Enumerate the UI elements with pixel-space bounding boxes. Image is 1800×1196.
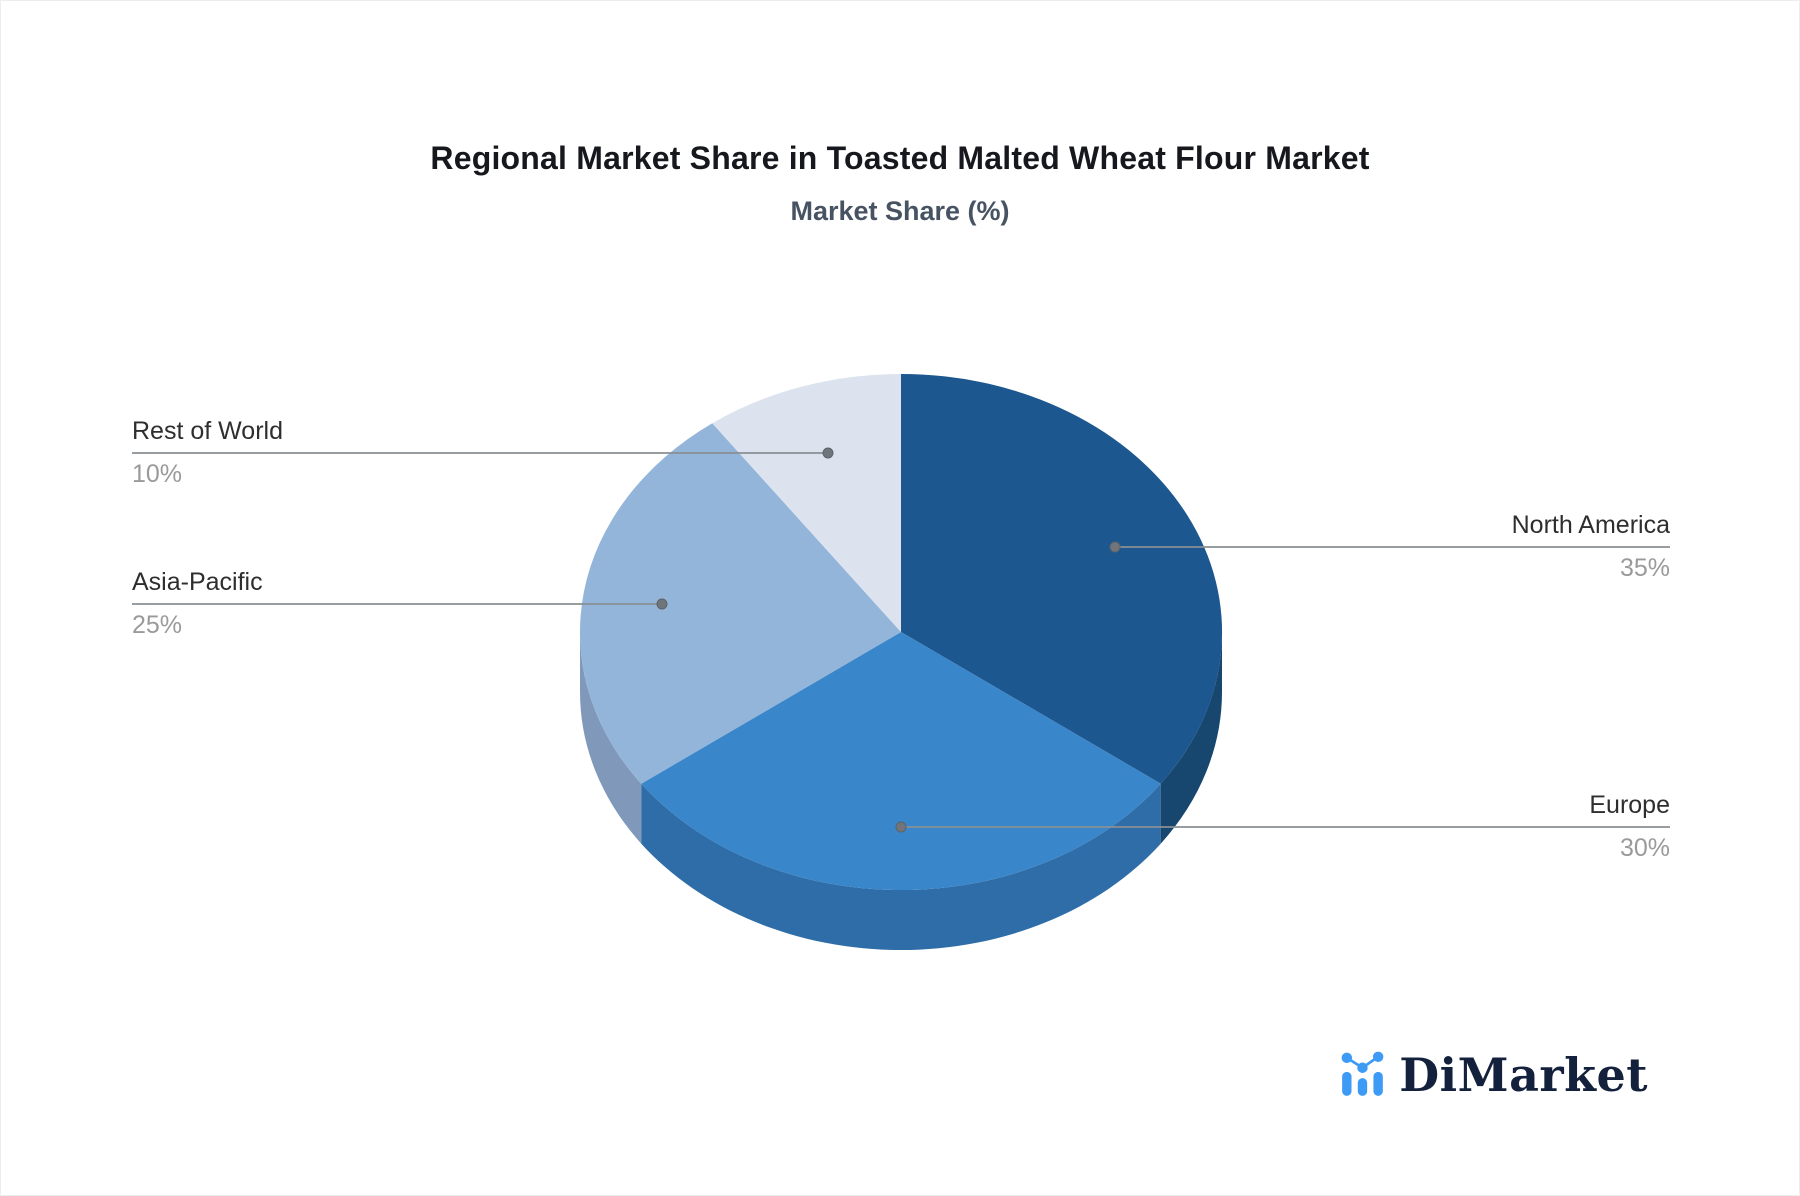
percent-rest-of-world: 10%	[132, 460, 183, 488]
pie-slice-north-america	[901, 374, 1223, 784]
pie-depth-asia-pacific	[579, 632, 642, 844]
pie-depth-europe	[641, 783, 1161, 951]
chart-title: Regional Market Share in Toasted Malted …	[430, 140, 1370, 176]
chart-subtitle: Market Share (%)	[790, 196, 1010, 226]
pie-slice-europe	[641, 632, 1161, 891]
label-north-america: North America	[1511, 511, 1670, 539]
logo-text: DiMarket	[1399, 1048, 1648, 1102]
percent-asia-pacific: 25%	[132, 611, 183, 639]
pie-depth-north-america	[1160, 632, 1223, 844]
label-rest-of-world: Rest of World	[132, 417, 283, 445]
label-asia-pacific: Asia-Pacific	[132, 568, 263, 596]
pie-slice-asia-pacific	[579, 423, 901, 784]
leader-line-asia-pacific	[132, 598, 668, 610]
leader-line-rest-of-world	[132, 447, 834, 459]
bar-line-chart-icon	[1341, 1051, 1384, 1096]
leader-line-north-america	[1109, 541, 1670, 553]
dimarket-logo: DiMarket	[1340, 1050, 1648, 1098]
percent-europe: 30%	[1619, 834, 1670, 862]
leader-line-europe	[895, 821, 1670, 833]
label-europe: Europe	[1589, 791, 1670, 819]
percent-north-america: 35%	[1619, 554, 1670, 582]
pie-slice-rest-of-world	[712, 374, 901, 632]
